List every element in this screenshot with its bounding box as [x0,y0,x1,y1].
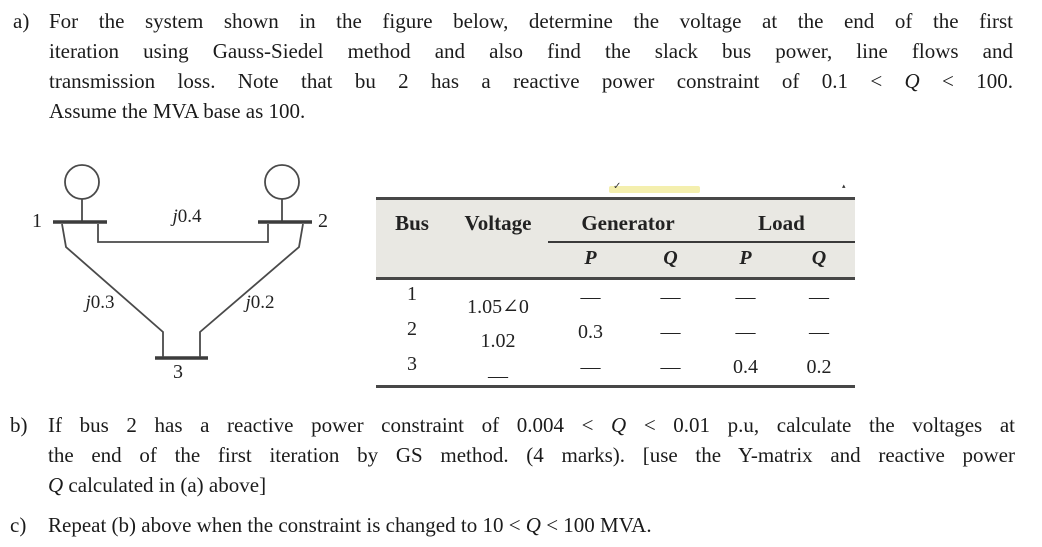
cell-r1-load-q: — [809,286,829,308]
header-gen-p: P [584,247,597,269]
question-a-label: a) [13,9,30,33]
check-mark: ✓ [613,181,622,192]
header-gen-q: Q [663,247,678,269]
cell-r3-load-p: 0.4 [733,356,758,378]
question-a-line4: Assume the MVA base as 100. [49,99,306,123]
question-b-line3: Q calculated in (a) above] [48,473,267,497]
cell-r1-gen-q: — [660,286,681,308]
cell-r2-load-q: — [809,321,829,343]
yellow-highlight [609,186,700,193]
header-voltage: Voltage [464,211,532,235]
question-a-line3: transmission loss. Note that bu 2 has a … [49,69,1014,93]
cell-r2-bus: 2 [407,318,417,340]
question-a-line1: For the system shown in the figure below… [49,9,1013,33]
bus-data-table: Bus Voltage Generator Load P Q P Q 1 1.0… [376,197,855,389]
cell-r3-gen-p: — [580,356,601,378]
q-symbol: Q [48,473,64,497]
generator-2-icon [264,164,300,200]
cell-r1-gen-p: — [580,286,601,308]
question-b: b) If bus 2 has a reactive power constra… [10,410,1015,500]
cell-r1-load-p: — [735,286,756,308]
question-c: c) Repeat (b) above when the constraint … [10,510,1015,540]
corner-mark: ▴ [842,182,846,190]
header-load-q: Q [811,247,827,269]
cell-r2-gen-q: — [660,321,681,343]
cell-r3-gen-q: — [660,356,681,378]
q-symbol: Q [525,513,541,537]
q-symbol: Q [611,413,627,437]
line-2-3 [199,223,304,357]
bus-3-label: 3 [173,361,183,383]
bus-2-label: 2 [318,210,328,232]
table-body: 1 1.05∠0 — — — — 2 1.02 0.3 — — — 3 — — … [376,280,855,387]
table-bottom-rule [376,385,855,388]
bus-1-label: 1 [32,210,42,232]
line-1-3 [61,223,164,357]
header-spanner-rule [548,241,855,243]
generator-1-icon [64,164,100,200]
cell-r1-voltage: 1.05∠0 [467,296,529,318]
power-system-diagram: 1 2 3 j0.4 j0.3 j0.2 [20,145,360,390]
question-b-line2: the end of the first iteration by GS met… [48,443,1015,467]
question-c-label: c) [10,513,27,537]
diagram-svg [53,164,312,360]
table-top-rule [376,197,855,200]
question-c-line1: Repeat (b) above when the constraint is … [48,513,652,537]
impedance-2-3-label: j0.2 [245,292,275,313]
question-b-label: b) [10,413,28,437]
cell-r1-bus: 1 [407,283,417,305]
cell-r3-bus: 3 [407,353,417,375]
table-header: Bus Voltage Generator Load P Q P Q [376,200,855,277]
question-a: a) For the system shown in the figure be… [13,6,1013,126]
impedance-1-3-label: j0.3 [85,292,115,313]
header-generator: Generator [581,211,675,235]
question-a-line2: iteration using Gauss-Siedel method and … [49,39,1013,63]
table-mid-rule [376,277,855,280]
header-load-p: P [739,247,752,269]
header-load: Load [758,211,805,235]
header-bus: Bus [395,211,429,235]
impedance-1-2-label: j0.4 [172,206,202,227]
cell-r2-voltage: 1.02 [480,330,516,352]
q-symbol: Q [904,69,920,93]
question-b-line1: If bus 2 has a reactive power constraint… [48,413,1016,437]
line-1-2 [97,224,269,243]
cell-r2-load-p: — [735,321,756,343]
cell-r3-load-q: 0.2 [806,356,832,378]
cell-r2-gen-p: 0.3 [578,321,603,343]
cell-r3-voltage: — [488,365,508,387]
